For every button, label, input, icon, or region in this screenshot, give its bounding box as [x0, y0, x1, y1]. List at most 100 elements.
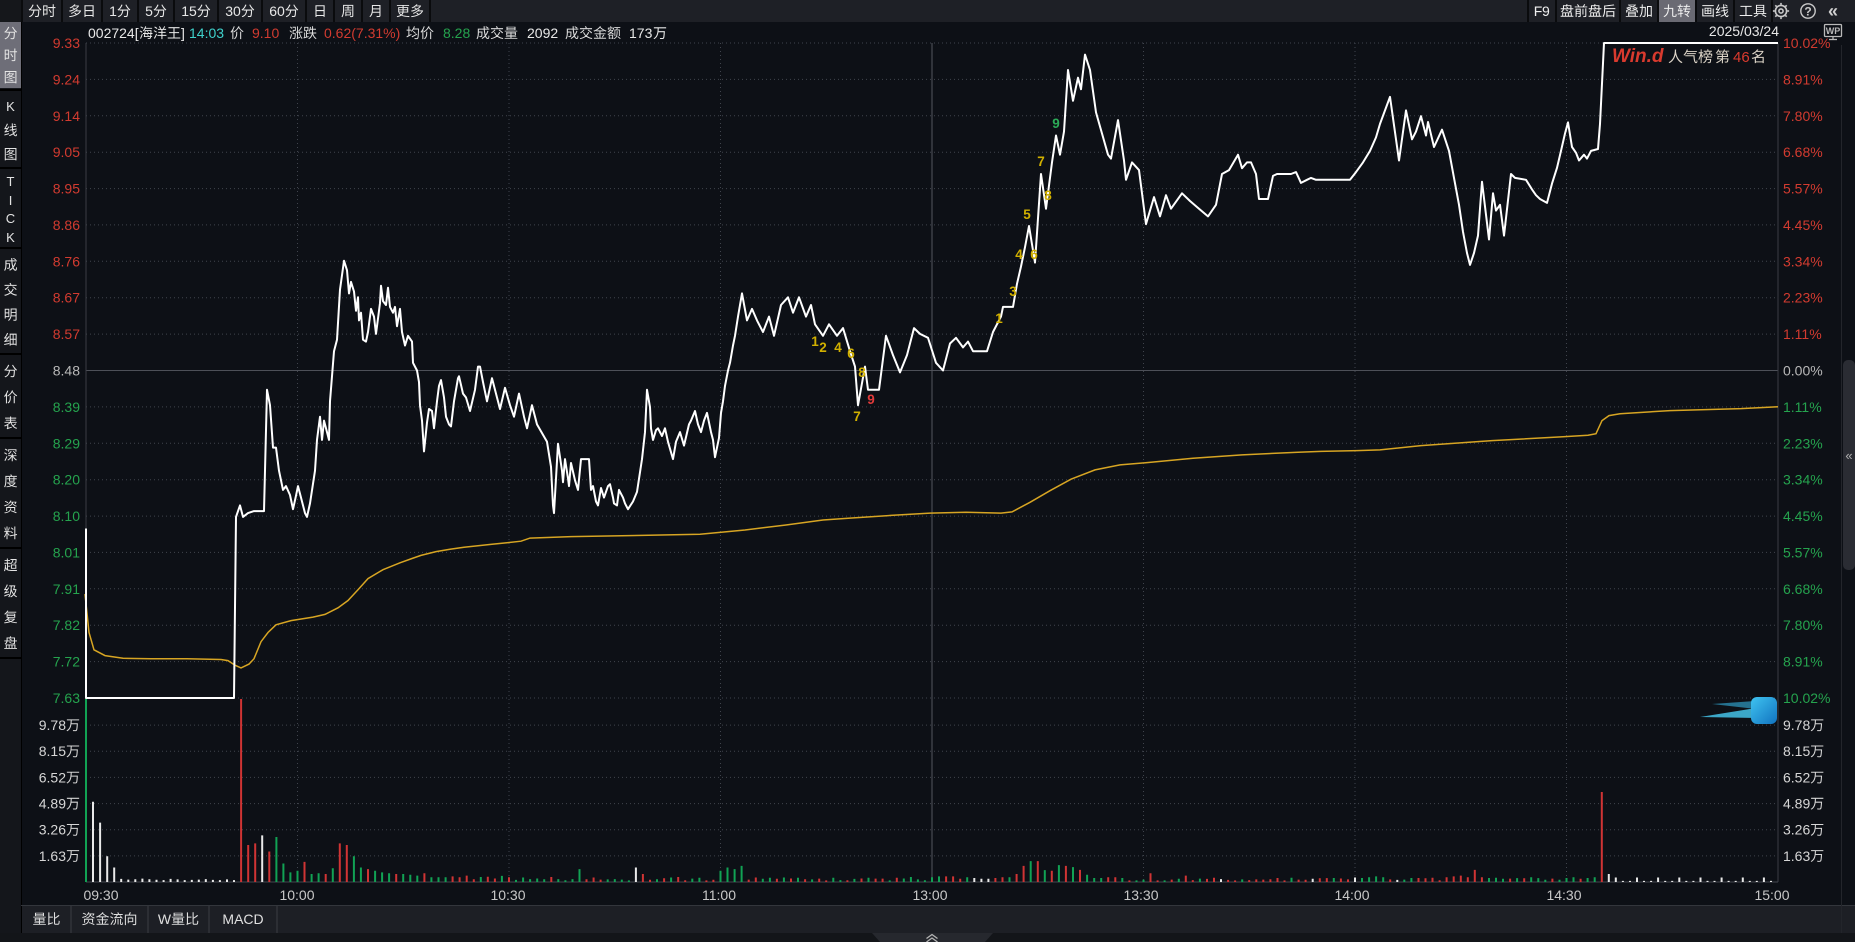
svg-text:8.28: 8.28	[443, 25, 470, 41]
svg-text:9.14: 9.14	[53, 108, 80, 124]
svg-text:C: C	[6, 211, 15, 226]
svg-text:«: «	[1828, 1, 1838, 21]
svg-text:8.67: 8.67	[53, 290, 80, 306]
svg-text:8.29: 8.29	[53, 435, 80, 451]
svg-text:5.57%: 5.57%	[1783, 544, 1823, 560]
svg-text:K: K	[6, 230, 15, 245]
svg-text:7.80%: 7.80%	[1783, 617, 1823, 633]
svg-text:7.91: 7.91	[53, 581, 80, 597]
svg-text:T: T	[7, 174, 15, 189]
svg-text:5: 5	[1023, 207, 1031, 222]
svg-text:8.48: 8.48	[53, 363, 80, 379]
svg-text:7.80%: 7.80%	[1783, 108, 1823, 124]
svg-text:8.01: 8.01	[53, 544, 80, 560]
svg-text:W: W	[158, 911, 172, 927]
svg-text:8.39: 8.39	[53, 399, 80, 415]
svg-text:1.63: 1.63	[39, 848, 66, 864]
svg-text:4.45%: 4.45%	[1783, 217, 1823, 233]
svg-text:6.52: 6.52	[39, 769, 66, 785]
svg-text:8.10: 8.10	[53, 508, 80, 524]
svg-text:8: 8	[858, 365, 866, 380]
svg-text:0: 0	[233, 3, 241, 19]
svg-text:5.57%: 5.57%	[1783, 181, 1823, 197]
svg-text:9.78: 9.78	[39, 717, 66, 733]
svg-text:9: 9	[1052, 116, 1060, 131]
svg-text:4.45%: 4.45%	[1783, 508, 1823, 524]
svg-text:8.91%: 8.91%	[1783, 71, 1823, 87]
svg-text:1.11%: 1.11%	[1783, 399, 1822, 415]
svg-text:14:30: 14:30	[1546, 887, 1581, 903]
svg-text:8.20: 8.20	[53, 472, 80, 488]
svg-text:3.34%: 3.34%	[1783, 472, 1823, 488]
svg-text:8: 8	[1044, 188, 1052, 203]
svg-text:1: 1	[109, 3, 117, 19]
svg-text:2025/03/24: 2025/03/24	[1709, 23, 1779, 39]
svg-text:C: C	[243, 911, 253, 927]
svg-text:11:00: 11:00	[702, 887, 736, 903]
svg-text:8.91%: 8.91%	[1783, 654, 1823, 670]
svg-text:3.26: 3.26	[39, 822, 66, 838]
svg-text:13:00: 13:00	[912, 887, 947, 903]
svg-text:002724[: 002724[	[88, 25, 139, 41]
svg-text:4: 4	[1015, 247, 1023, 262]
svg-text:2.23%: 2.23%	[1783, 435, 1823, 451]
svg-text:K: K	[6, 99, 15, 114]
svg-text:0: 0	[277, 3, 285, 19]
svg-text:3.34%: 3.34%	[1783, 253, 1823, 269]
svg-text:?: ?	[1804, 5, 1811, 19]
svg-text:1.63: 1.63	[1783, 848, 1810, 864]
svg-text:D: D	[254, 911, 264, 927]
svg-text:6.68%: 6.68%	[1783, 581, 1823, 597]
svg-text:8.86: 8.86	[53, 217, 80, 233]
svg-text:6: 6	[1030, 247, 1038, 262]
svg-text:10:00: 10:00	[279, 887, 314, 903]
svg-text:7.82: 7.82	[53, 617, 80, 633]
svg-text:46: 46	[1733, 49, 1750, 66]
svg-text:2: 2	[819, 340, 827, 355]
svg-text:1: 1	[995, 311, 1003, 326]
svg-text:I: I	[9, 193, 13, 208]
svg-text:5: 5	[189, 3, 197, 19]
svg-text:10.02%: 10.02%	[1783, 690, 1830, 706]
svg-text:3: 3	[225, 3, 233, 19]
svg-text:7: 7	[1037, 154, 1045, 169]
svg-text:8.95: 8.95	[53, 181, 80, 197]
svg-text:7.63: 7.63	[53, 690, 80, 706]
svg-text:9.33: 9.33	[53, 35, 80, 51]
svg-text:6.68%: 6.68%	[1783, 144, 1823, 160]
svg-text:9.24: 9.24	[53, 71, 80, 87]
svg-text:3: 3	[1009, 284, 1017, 299]
svg-text:]: ]	[181, 25, 185, 41]
svg-text:4.89: 4.89	[1783, 796, 1810, 812]
svg-text:4.89: 4.89	[39, 796, 66, 812]
svg-text:F: F	[1534, 3, 1543, 19]
svg-text:0.62(7.31%): 0.62(7.31%)	[324, 25, 400, 41]
svg-text:WP: WP	[1826, 26, 1841, 36]
svg-text:6.52: 6.52	[1783, 769, 1810, 785]
svg-text:10:30: 10:30	[490, 887, 525, 903]
svg-text:7.72: 7.72	[53, 654, 80, 670]
svg-text:5: 5	[145, 3, 153, 19]
svg-text:8.15: 8.15	[1783, 743, 1810, 759]
svg-text:14:00: 14:00	[1334, 887, 1369, 903]
svg-text:8.15: 8.15	[39, 743, 66, 759]
svg-text:7: 7	[853, 409, 861, 424]
svg-text:10.02%: 10.02%	[1783, 35, 1830, 51]
svg-text:9: 9	[1542, 3, 1550, 19]
svg-text:2.23%: 2.23%	[1783, 290, 1823, 306]
svg-text:0.00%: 0.00%	[1783, 363, 1823, 379]
svg-text:9.10: 9.10	[252, 25, 279, 41]
svg-text:6: 6	[269, 3, 277, 19]
svg-text:8.76: 8.76	[53, 253, 80, 269]
svg-text:09:30: 09:30	[83, 887, 118, 903]
svg-text:A: A	[234, 911, 244, 927]
svg-text:1: 1	[181, 3, 189, 19]
svg-text:M: M	[222, 911, 234, 927]
svg-text:3.26: 3.26	[1783, 822, 1810, 838]
svg-text:1.11%: 1.11%	[1783, 326, 1822, 342]
svg-text:6: 6	[847, 346, 855, 361]
svg-text:4: 4	[834, 340, 842, 355]
svg-text:9.78: 9.78	[1783, 717, 1810, 733]
svg-text:«: «	[1845, 448, 1852, 463]
svg-text:173: 173	[629, 25, 653, 41]
